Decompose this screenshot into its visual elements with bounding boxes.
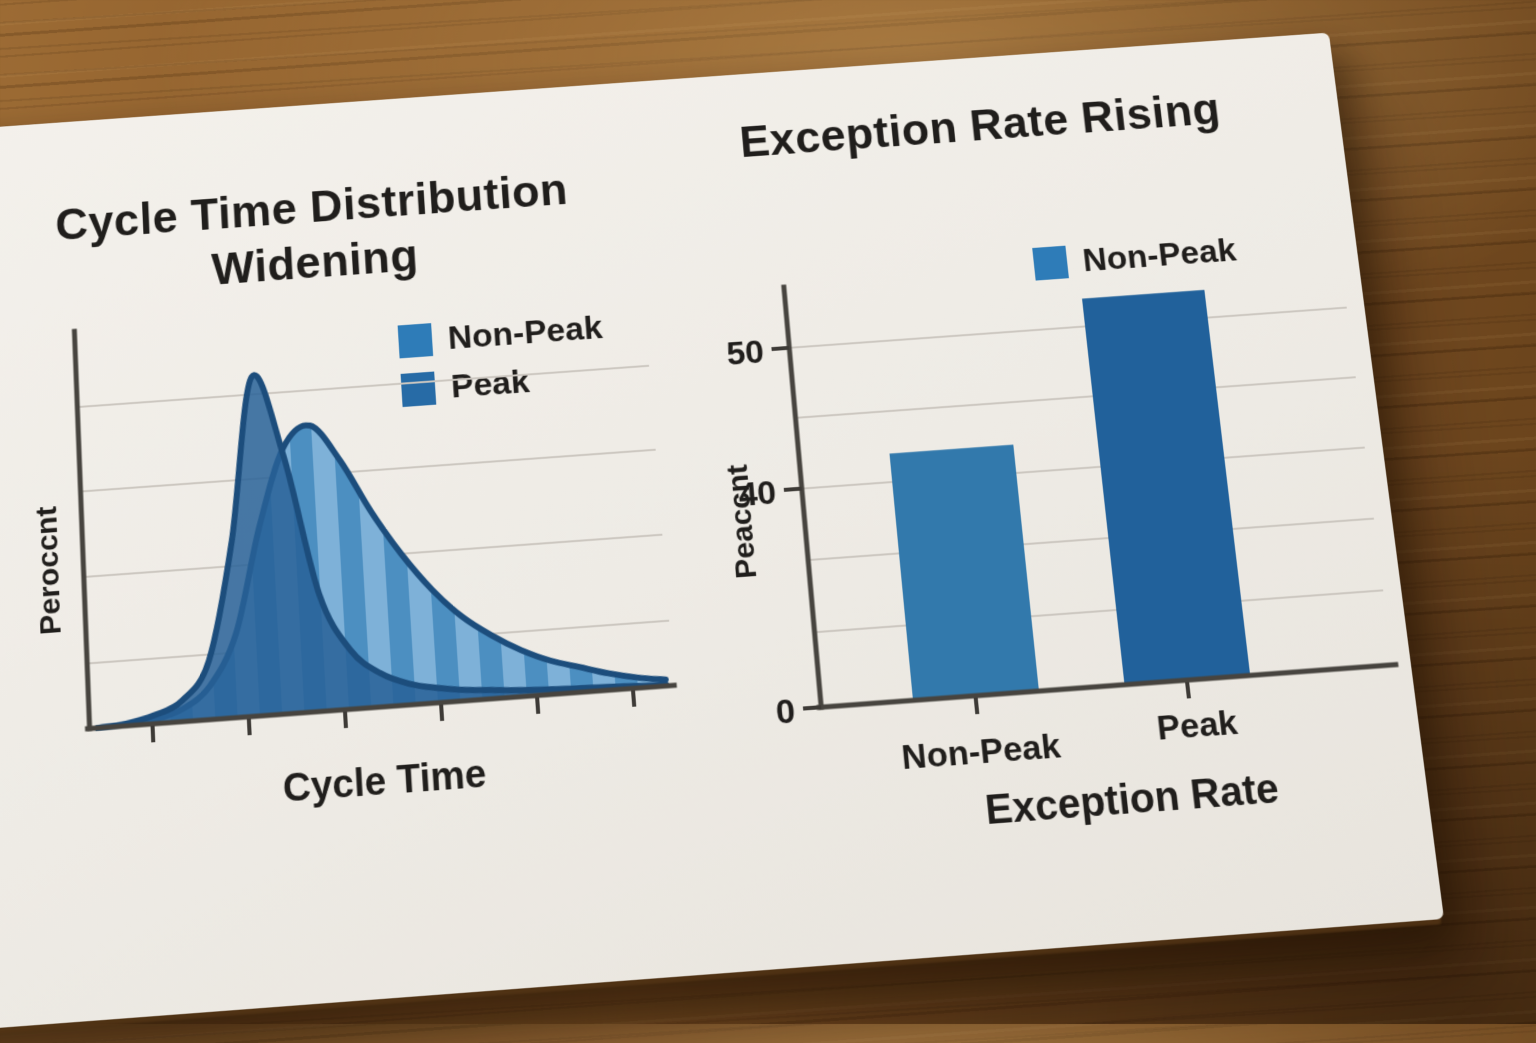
cycle-time-chart: Cycle Time Distribution Widening Non-Pea…	[0, 33, 1329, 811]
ytick-0: 0	[774, 692, 796, 732]
bar-peak	[1082, 289, 1251, 685]
non-peak-distribution-area	[84, 347, 667, 728]
right-chart-title: Exception Rate Rising	[737, 83, 1223, 167]
ytick-50: 50	[725, 334, 765, 373]
left-y-axis-label: Peroccnt	[30, 505, 68, 636]
density-plot	[66, 288, 679, 747]
bar-non-peak	[889, 444, 1039, 701]
left-x-axis-label: Cycle Time	[281, 752, 488, 811]
exception-rate-chart: Exception Rate Rising Non-Peak Peaccnt	[0, 33, 1329, 833]
right-gridlines	[791, 308, 1383, 633]
bar-plot: 50 40 0	[725, 235, 1405, 732]
right-y-ticks: 50 40 0	[725, 334, 823, 732]
chart-card: Cycle Time Distribution Widening Non-Pea…	[0, 32, 1445, 1043]
left-chart-title-line2: Widening	[210, 229, 420, 295]
ytick-40: 40	[737, 474, 778, 514]
